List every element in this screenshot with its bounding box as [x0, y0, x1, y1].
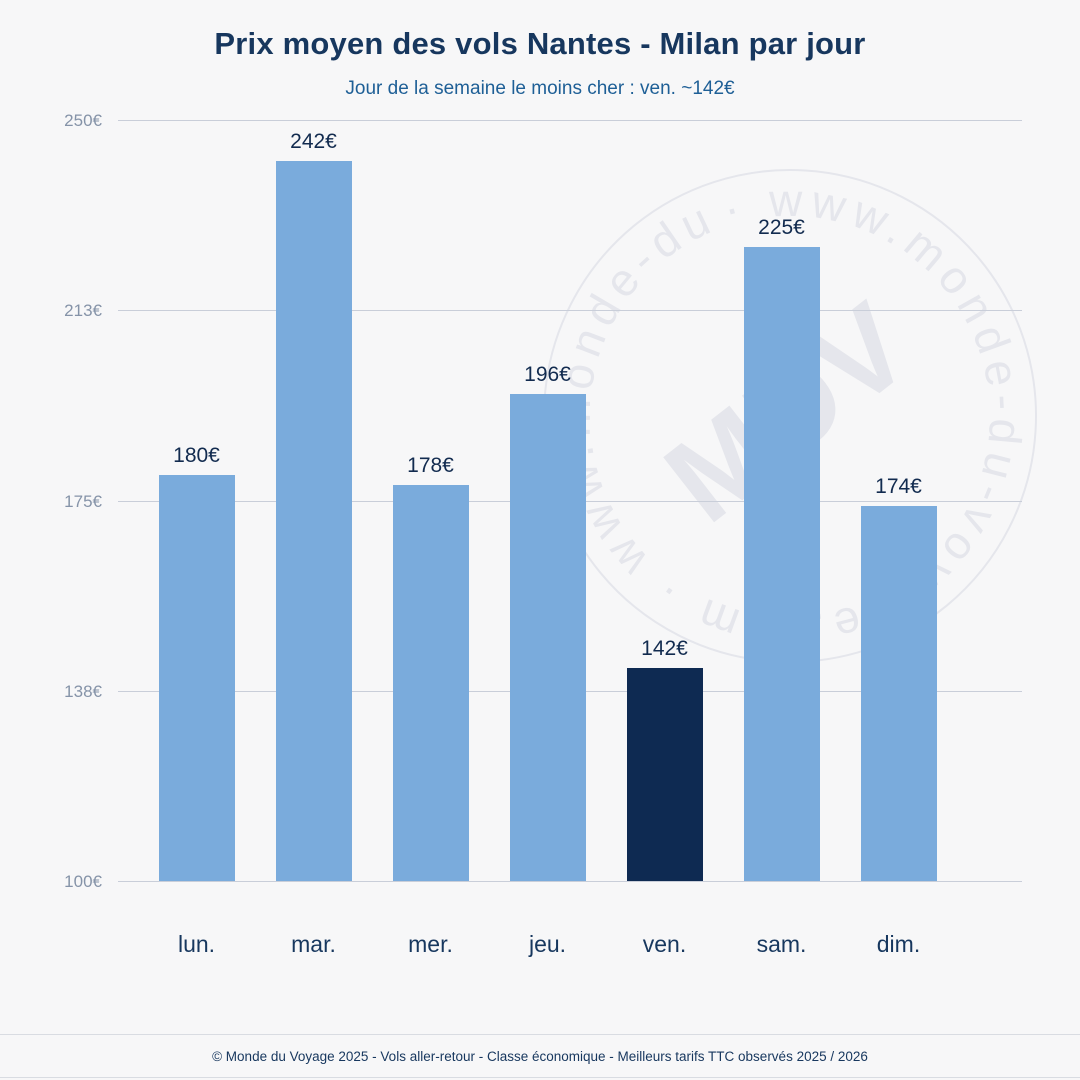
- bar: [860, 505, 937, 881]
- x-tick-label: jeu.: [528, 931, 567, 957]
- x-tick-label: mer.: [408, 931, 453, 957]
- bar-column: 225€: [723, 120, 840, 881]
- bar-column: 142€: [606, 120, 723, 881]
- bar-column: 196€: [489, 120, 606, 881]
- x-axis-labels: lun. mar. mer. jeu. ven. sam. dim.: [138, 931, 957, 958]
- grid-line: 213€: [64, 301, 1022, 320]
- y-tick-label: 100€: [64, 872, 102, 891]
- bar-column: 174€: [840, 120, 957, 881]
- y-tick-label: 250€: [64, 111, 102, 130]
- footer: © Monde du Voyage 2025 - Vols aller-reto…: [0, 1034, 1080, 1078]
- bar-value-label: 142€: [641, 636, 688, 660]
- x-tick-label: mar.: [291, 931, 336, 957]
- bar: [509, 393, 586, 881]
- bar-value-label: 178€: [407, 454, 454, 478]
- plot-area: 250€ 213€ 175€ 138€ 100€ 180€ 242€ 178€ 196€ 142…: [64, 111, 1022, 957]
- x-tick-label: sam.: [756, 931, 807, 957]
- y-tick-label: 213€: [64, 301, 102, 321]
- bars-container: 180€ 242€ 178€ 196€ 142€ 225€ 174€: [138, 120, 957, 881]
- x-tick-label: lun.: [177, 931, 216, 957]
- bar-value-label: 196€: [524, 362, 571, 386]
- bar-value-label: 225€: [758, 215, 805, 239]
- grid-line: 100€: [64, 872, 1022, 891]
- chart-subtitle: Jour de la semaine le moins cher : ven. …: [345, 78, 735, 99]
- grid-line: 250€: [64, 111, 1022, 130]
- bar-column: 178€: [372, 120, 489, 881]
- bar: [626, 667, 703, 881]
- bar-value-label: 174€: [875, 474, 922, 498]
- bar: [392, 485, 469, 881]
- bar-value-label: 180€: [173, 444, 220, 468]
- bar: [275, 160, 352, 881]
- y-tick-label: 175€: [64, 491, 102, 511]
- bar-column: 180€: [138, 120, 255, 881]
- x-tick-label: ven.: [642, 931, 687, 957]
- chart-title: Prix moyen des vols Nantes - Milan par j…: [214, 26, 866, 61]
- bar-value-label: 242€: [290, 129, 337, 153]
- footer-text: © Monde du Voyage 2025 - Vols aller-reto…: [212, 1048, 868, 1064]
- bar-column: 242€: [255, 120, 372, 881]
- y-tick-label: 138€: [64, 681, 102, 701]
- x-tick-label: dim.: [876, 931, 921, 957]
- bar: [158, 475, 235, 881]
- bar: [743, 246, 820, 881]
